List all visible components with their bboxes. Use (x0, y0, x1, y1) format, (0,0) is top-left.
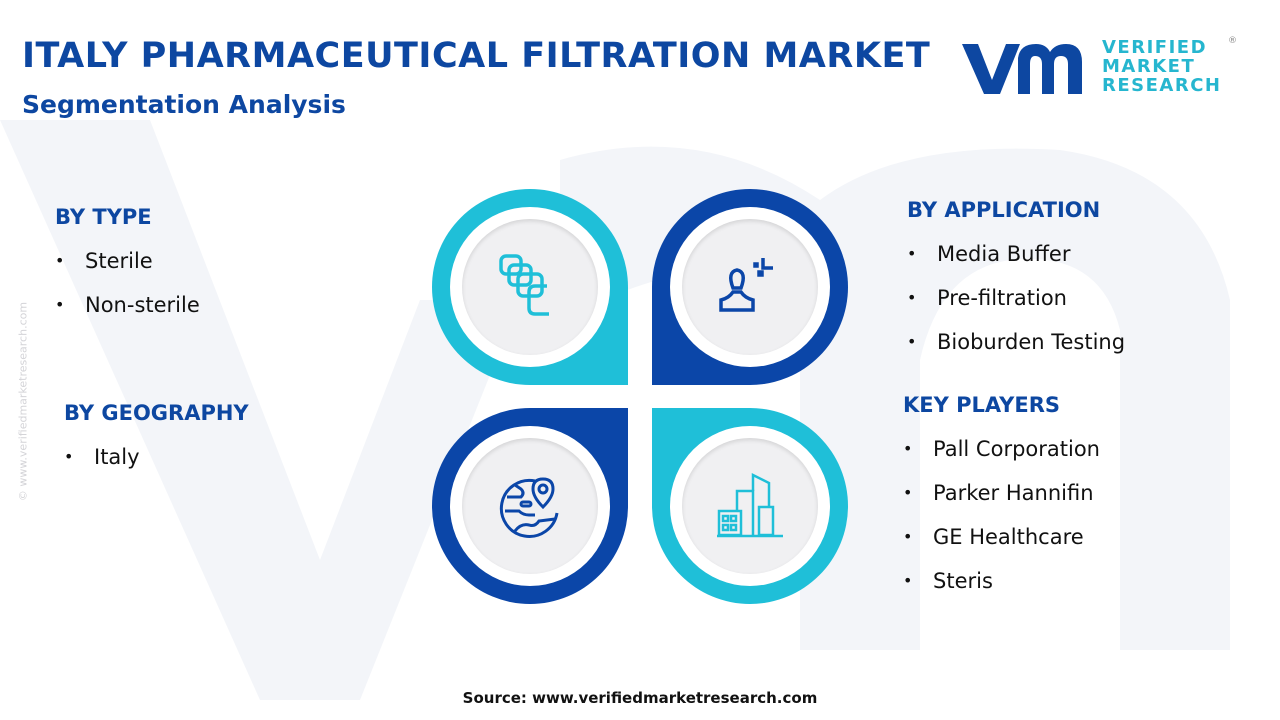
segment-heading: KEY PLAYERS (903, 393, 1060, 417)
page-title: ITALY PHARMACEUTICAL FILTRATION MARKET (22, 36, 931, 76)
registered-mark: ® (1228, 36, 1237, 46)
logo-line-2: MARKET (1102, 56, 1196, 77)
list-item: Pall Corporation (903, 427, 1100, 471)
segment-heading: BY TYPE (55, 205, 152, 229)
segment-key-players: KEY PLAYERS Pall Corporation Parker Hann… (903, 393, 1100, 603)
page-subtitle: Segmentation Analysis (22, 90, 346, 119)
quadrant-geography (432, 408, 628, 604)
logo-line-1: VERIFIED (1102, 37, 1208, 58)
buildings-icon (717, 472, 783, 538)
list-item: Media Buffer (907, 232, 1125, 276)
globe-location-icon (499, 477, 559, 538)
segment-by-application: BY APPLICATION Media Buffer Pre-filtrati… (907, 198, 1125, 364)
quadrant-type (432, 189, 628, 385)
vmr-logo-mark (962, 44, 1082, 94)
list-item: Pre-filtration (907, 276, 1125, 320)
segment-heading: BY APPLICATION (907, 198, 1101, 222)
watermark-url: © www.verifiedmarketresearch.com (16, 301, 30, 502)
segment-heading: BY GEOGRAPHY (64, 401, 249, 425)
logo-line-3: RESEARCH (1102, 75, 1222, 96)
list-item: Parker Hannifin (903, 471, 1100, 515)
list-item: Italy (64, 435, 249, 479)
segment-by-geography: BY GEOGRAPHY Italy (64, 401, 249, 479)
list-item: GE Healthcare (903, 515, 1100, 559)
source-footer: Source: www.verifiedmarketresearch.com (462, 689, 818, 707)
list-item: Sterile (55, 239, 200, 283)
person-icon (719, 258, 773, 312)
list-item: Non-sterile (55, 283, 200, 327)
layers-icon (499, 254, 549, 316)
vmr-logo: VERIFIED MARKET RESEARCH ® (960, 36, 1237, 98)
list-item: Steris (903, 559, 1100, 603)
segment-by-type: BY TYPE Sterile Non-sterile (55, 205, 200, 327)
quadrant-key-players (652, 408, 848, 604)
list-item: Bioburden Testing (907, 320, 1125, 364)
quadrant-application (652, 189, 848, 385)
